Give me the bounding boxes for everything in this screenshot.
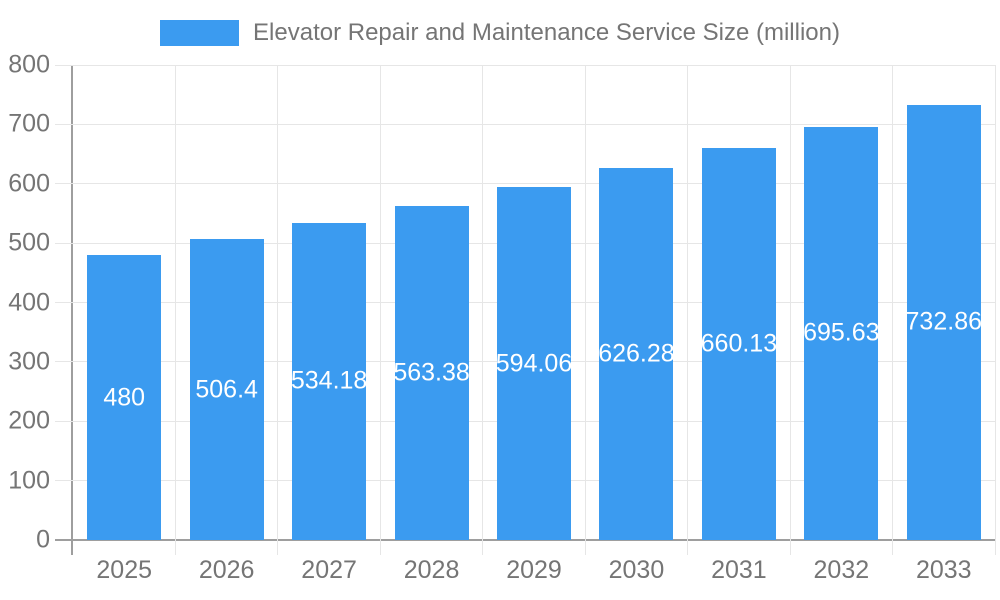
gridline-vertical [379, 65, 381, 540]
legend: Elevator Repair and Maintenance Service … [0, 19, 1000, 47]
bar-2033[interactable] [906, 104, 981, 540]
gridline-vertical [994, 65, 996, 540]
bar-value-label: 695.63 [803, 318, 880, 347]
y-axis-tick-label: 300 [8, 347, 50, 376]
gridline-vertical [277, 65, 279, 540]
bar-value-label: 660.13 [700, 329, 778, 358]
x-axis-tick-label: 2025 [96, 556, 153, 584]
x-axis-tick [789, 540, 791, 555]
x-axis-tick-label: 2033 [915, 556, 972, 584]
gridline-vertical [687, 65, 689, 540]
y-axis-tick-label: 500 [8, 228, 50, 257]
y-axis-tick-label: 600 [8, 169, 50, 198]
x-axis-tick-label: 2027 [301, 556, 357, 584]
gridline-vertical [789, 65, 791, 540]
gridline-horizontal [55, 183, 995, 185]
y-axis-tick-label: 100 [8, 466, 50, 495]
y-axis-tick-label: 0 [36, 525, 50, 554]
bar-2029[interactable] [497, 187, 571, 540]
x-axis-tick-label: 2029 [506, 556, 562, 584]
bar-value-label: 506.4 [195, 375, 258, 404]
y-axis-tick-label: 800 [8, 50, 50, 79]
x-axis-tick-label: 2028 [403, 556, 460, 584]
bar-value-label: 626.28 [598, 339, 675, 368]
gridline-horizontal [55, 64, 995, 66]
x-axis-line [55, 539, 995, 541]
x-axis-tick [482, 540, 484, 555]
gridline-vertical [584, 65, 586, 540]
bar-value-label: 594.06 [495, 349, 573, 378]
x-axis-tick [687, 540, 689, 555]
x-axis-tick [584, 540, 586, 555]
gridline-vertical [892, 65, 894, 540]
bar-2025[interactable] [87, 255, 162, 540]
x-axis-tick-label: 2032 [813, 556, 870, 584]
bar-2028[interactable] [394, 205, 469, 540]
bar-2027[interactable] [292, 222, 367, 540]
gridline-horizontal [55, 123, 995, 125]
x-axis-tick-label: 2026 [198, 556, 255, 584]
x-axis-tick [379, 540, 381, 555]
x-axis-tick [994, 540, 996, 555]
x-axis-tick [892, 540, 894, 555]
legend-label[interactable]: Elevator Repair and Maintenance Service … [253, 19, 840, 46]
bar-value-label: 534.18 [290, 366, 368, 395]
x-axis-tick [174, 540, 176, 555]
bar-value-label: 563.38 [393, 358, 470, 387]
bar-value-label: 480 [103, 383, 146, 411]
gridline-vertical [482, 65, 484, 540]
bar-value-label: 732.86 [905, 307, 982, 336]
bar-2032[interactable] [804, 126, 879, 540]
gridline-vertical [174, 65, 176, 540]
legend-swatch[interactable] [160, 20, 240, 46]
y-axis-tick-label: 700 [8, 109, 50, 138]
x-axis-tick-label: 2031 [711, 556, 767, 584]
y-axis-line [71, 65, 73, 555]
bar-2026[interactable] [189, 239, 264, 540]
bar-2031[interactable] [701, 148, 776, 540]
plot-area: 0 100 200 300 400 500 600 700 800 480 2025 506.4 202… [8, 52, 996, 583]
x-axis-tick-label: 2030 [608, 556, 665, 584]
x-axis-tick [277, 540, 279, 555]
y-axis-tick-label: 400 [8, 288, 50, 316]
y-axis-tick-label: 200 [8, 406, 50, 435]
bar-2030[interactable] [599, 168, 674, 540]
